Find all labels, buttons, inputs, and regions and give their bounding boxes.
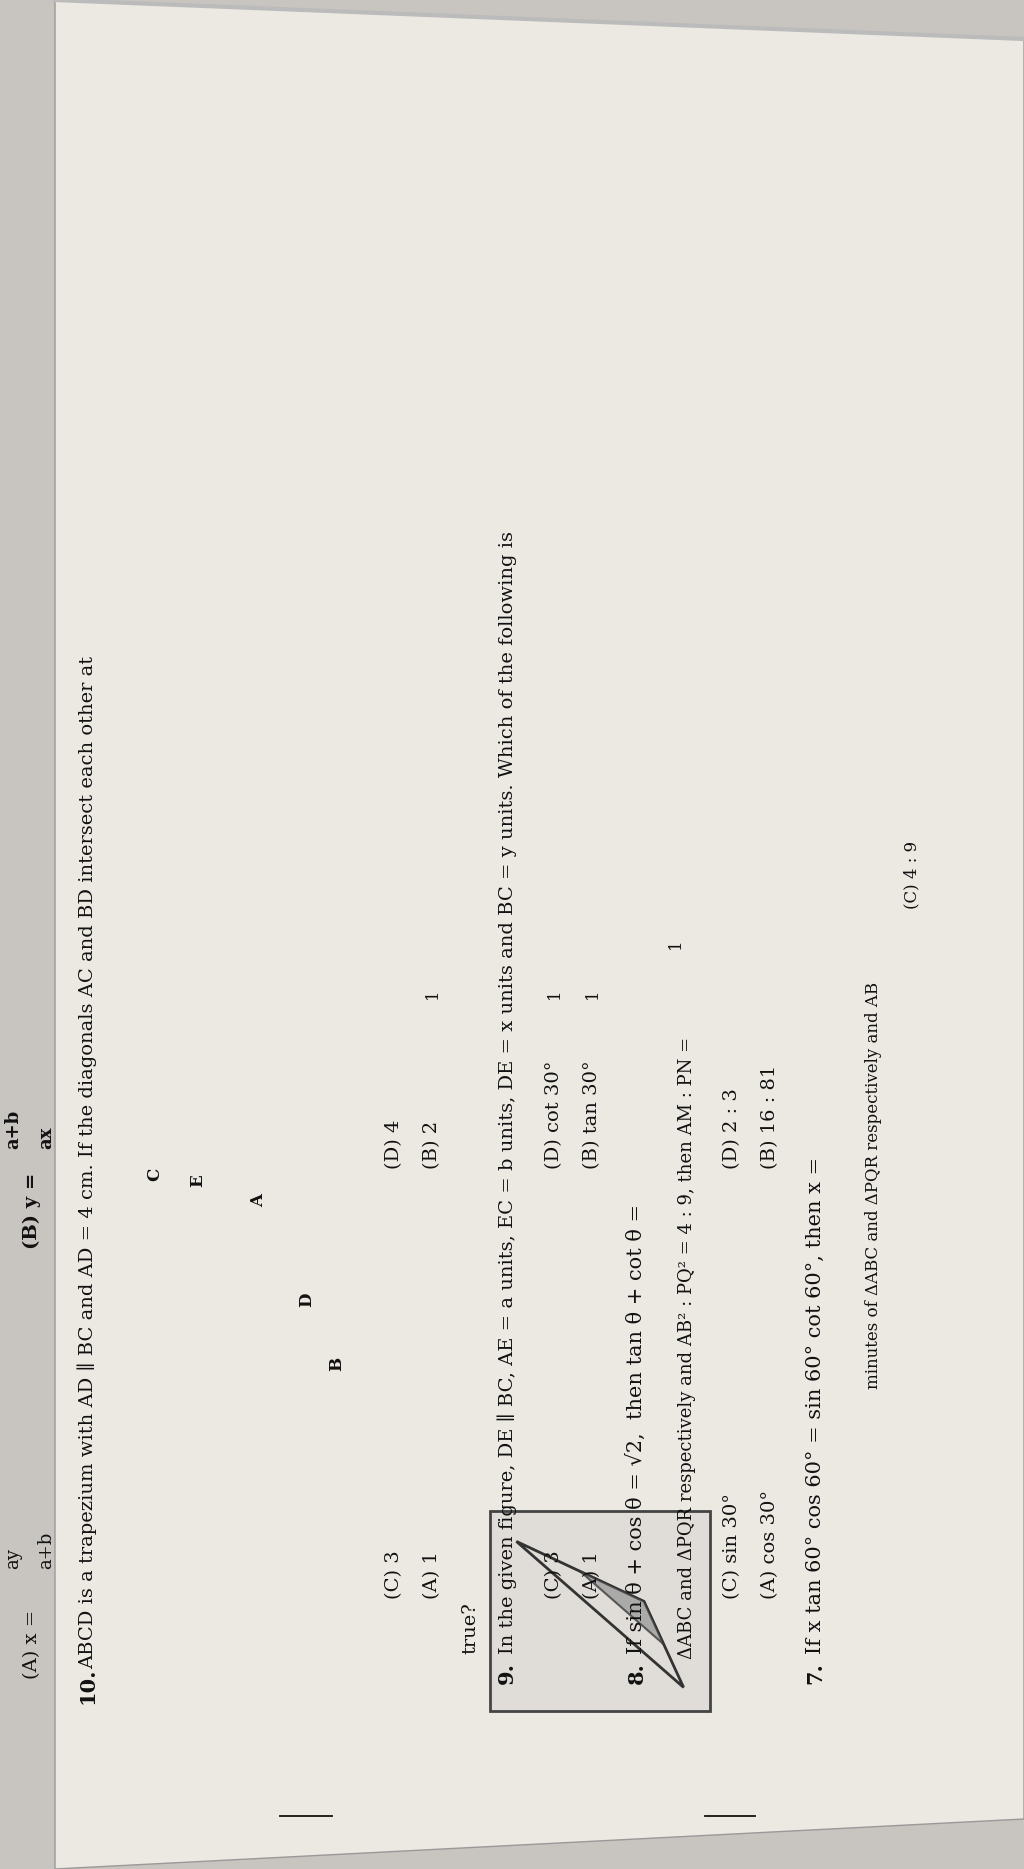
- Text: a+b: a+b: [4, 1110, 23, 1149]
- Text: (D) 2 : 3: (D) 2 : 3: [723, 1088, 741, 1168]
- Text: In the given figure, DE ∥ BC, AE = a units, EC = b units, DE = x units and BC = : In the given figure, DE ∥ BC, AE = a uni…: [498, 531, 517, 1654]
- Text: (C) sin 30°: (C) sin 30°: [723, 1493, 741, 1600]
- Text: a+b: a+b: [38, 1533, 55, 1568]
- Polygon shape: [581, 1572, 664, 1645]
- Text: 9.: 9.: [498, 1662, 517, 1684]
- Text: ax: ax: [38, 1127, 55, 1149]
- Text: E: E: [189, 1174, 207, 1187]
- Text: A: A: [251, 1194, 267, 1207]
- Polygon shape: [55, 0, 1024, 1869]
- Text: 1: 1: [668, 938, 684, 949]
- Text: (A) 1: (A) 1: [583, 1551, 601, 1600]
- Text: 10.: 10.: [78, 1667, 97, 1705]
- Text: (C) 3: (C) 3: [545, 1549, 563, 1600]
- Text: (B) y =: (B) y =: [23, 1172, 41, 1248]
- Text: B: B: [329, 1357, 345, 1370]
- Text: (A) 1: (A) 1: [423, 1551, 441, 1600]
- Text: (A) x =: (A) x =: [23, 1609, 41, 1678]
- Text: If sin θ + cos θ = √2,  then tan θ + cot θ =: If sin θ + cos θ = √2, then tan θ + cot …: [627, 1204, 646, 1654]
- Text: (B) 2: (B) 2: [423, 1121, 441, 1168]
- Text: If x tan 60° cos 60° = sin 60° cot 60°, then x =: If x tan 60° cos 60° = sin 60° cot 60°, …: [806, 1157, 825, 1654]
- Text: 1: 1: [584, 989, 601, 1000]
- Text: (B) 16 : 81: (B) 16 : 81: [762, 1065, 779, 1168]
- Text: 1: 1: [546, 989, 563, 1000]
- Text: (D) cot 30°: (D) cot 30°: [545, 1060, 563, 1168]
- Text: (C) 4 : 9: (C) 4 : 9: [903, 841, 920, 908]
- Text: (B) tan 30°: (B) tan 30°: [583, 1060, 601, 1168]
- Text: true?: true?: [461, 1602, 479, 1654]
- Text: minutes of ΔABC and ΔPQR respectively and AB: minutes of ΔABC and ΔPQR respectively an…: [865, 981, 882, 1389]
- Text: 1: 1: [424, 989, 441, 1000]
- Text: (C) 3: (C) 3: [385, 1549, 403, 1600]
- Text: C: C: [146, 1168, 164, 1181]
- Text: (D) 4: (D) 4: [385, 1120, 403, 1168]
- Text: ABCD is a trapezium with AD ∥ BC and AD = 4 cm. If the diagonals AC and BD inter: ABCD is a trapezium with AD ∥ BC and AD …: [78, 656, 97, 1669]
- Text: (A) cos 30°: (A) cos 30°: [762, 1490, 779, 1600]
- Polygon shape: [490, 1512, 710, 1712]
- Text: 8.: 8.: [627, 1662, 646, 1684]
- Text: ΔABC and ΔPQR respectively and AB² : PQ² = 4 : 9, then AM : PN =: ΔABC and ΔPQR respectively and AB² : PQ²…: [678, 1037, 695, 1660]
- Text: ay: ay: [4, 1548, 23, 1568]
- Text: 7.: 7.: [805, 1662, 825, 1684]
- Text: D: D: [299, 1291, 315, 1306]
